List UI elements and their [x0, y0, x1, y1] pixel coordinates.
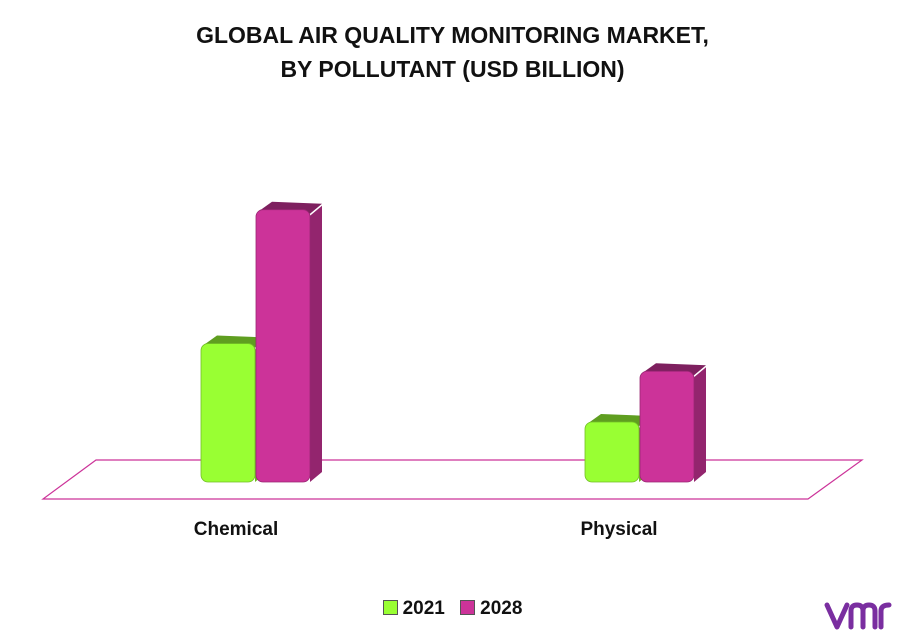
legend-item-2028: 2028 [460, 598, 522, 620]
category-label-physical: Physical [580, 519, 657, 540]
chart-floor [41, 459, 864, 500]
legend-label-2021: 2021 [402, 598, 445, 619]
legend-label-2028: 2028 [480, 598, 523, 619]
chart-title: GLOBAL AIR QUALITY MONITORING MARKET, BY… [0, 18, 905, 86]
category-label-chemical: Chemical [194, 519, 278, 540]
legend: 2021 2028 [0, 598, 905, 620]
chart-subtitle: BY POLLUTANT (USD BILLION) [280, 56, 625, 82]
legend-swatch-2028 [460, 600, 476, 615]
chart-title-line1: GLOBAL AIR QUALITY MONITORING MARKET, [196, 22, 709, 48]
bar-chemical-2028 [255, 201, 322, 483]
legend-swatch-2021 [382, 600, 398, 615]
vmr-logo-icon [823, 597, 895, 638]
legend-item-2021: 2021 [382, 598, 445, 620]
bar-physical-2028 [639, 363, 706, 483]
